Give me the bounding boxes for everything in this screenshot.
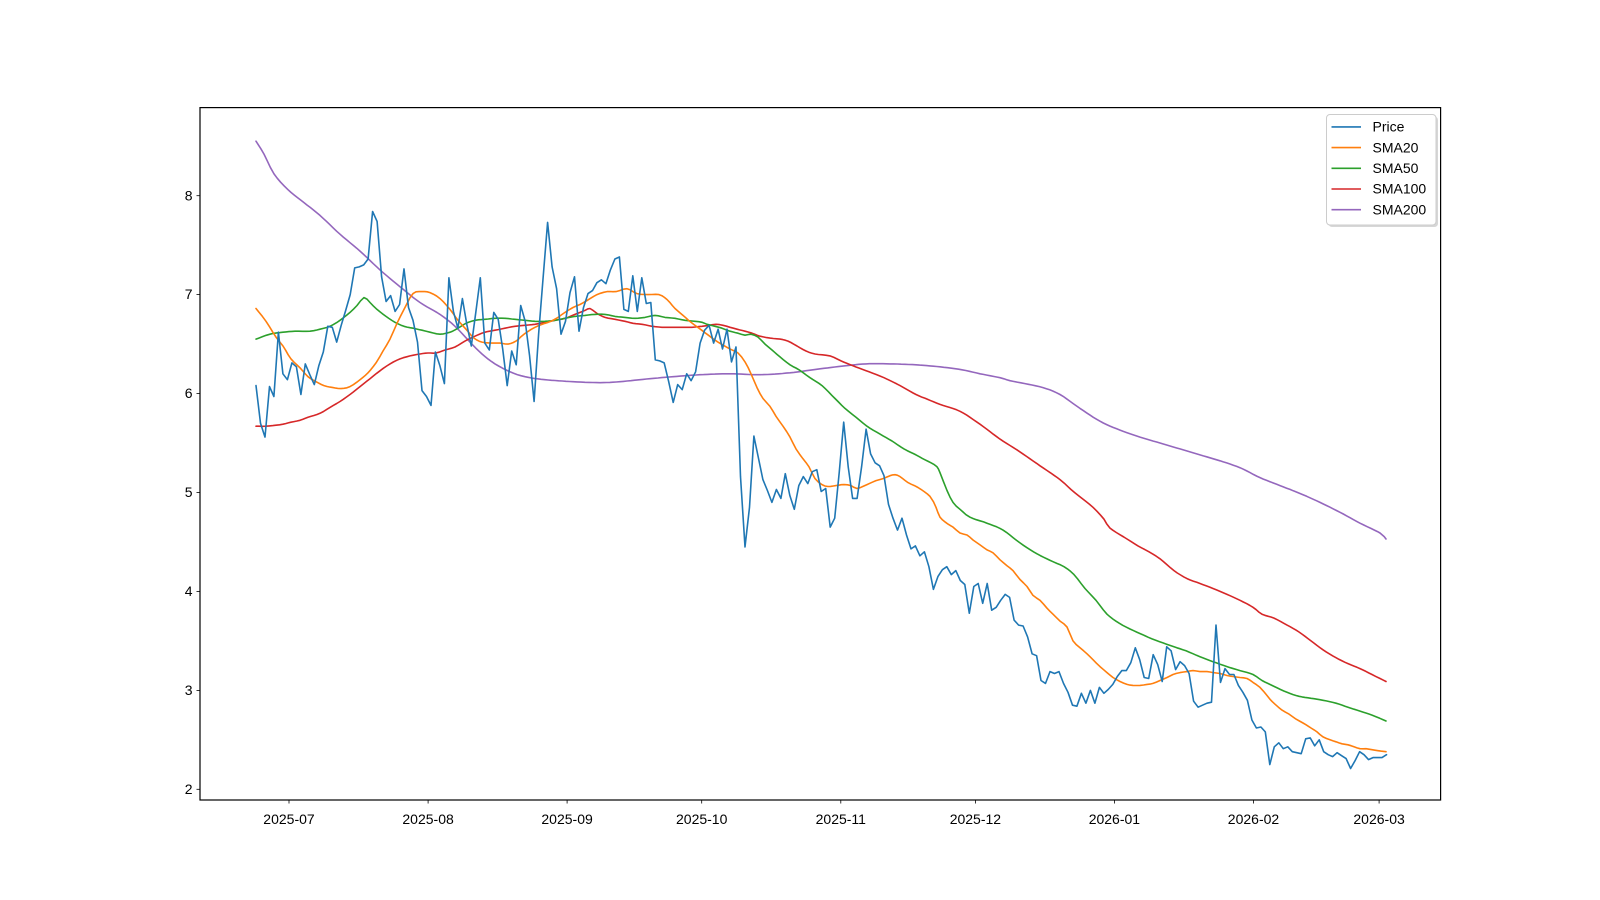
svg-text:4: 4 — [185, 583, 193, 599]
svg-text:8: 8 — [185, 187, 193, 203]
svg-text:2026-02: 2026-02 — [1228, 811, 1280, 827]
svg-text:2: 2 — [185, 781, 193, 797]
svg-text:5: 5 — [185, 484, 193, 500]
svg-text:6: 6 — [185, 385, 193, 401]
svg-text:2025-12: 2025-12 — [950, 811, 1002, 827]
svg-text:7: 7 — [185, 286, 193, 302]
svg-text:2026-01: 2026-01 — [1089, 811, 1141, 827]
svg-text:2026-03: 2026-03 — [1353, 811, 1405, 827]
svg-text:2025-07: 2025-07 — [263, 811, 315, 827]
svg-text:2025-10: 2025-10 — [676, 811, 728, 827]
svg-text:3: 3 — [185, 682, 193, 698]
svg-text:2025-09: 2025-09 — [541, 811, 593, 827]
svg-text:SMA200: SMA200 — [1373, 201, 1427, 217]
svg-text:SMA20: SMA20 — [1373, 139, 1419, 155]
svg-text:2025-11: 2025-11 — [816, 811, 867, 827]
svg-text:SMA100: SMA100 — [1373, 181, 1427, 197]
svg-text:SMA50: SMA50 — [1373, 160, 1419, 176]
svg-text:2025-08: 2025-08 — [402, 811, 454, 827]
svg-text:Price: Price — [1373, 119, 1405, 135]
